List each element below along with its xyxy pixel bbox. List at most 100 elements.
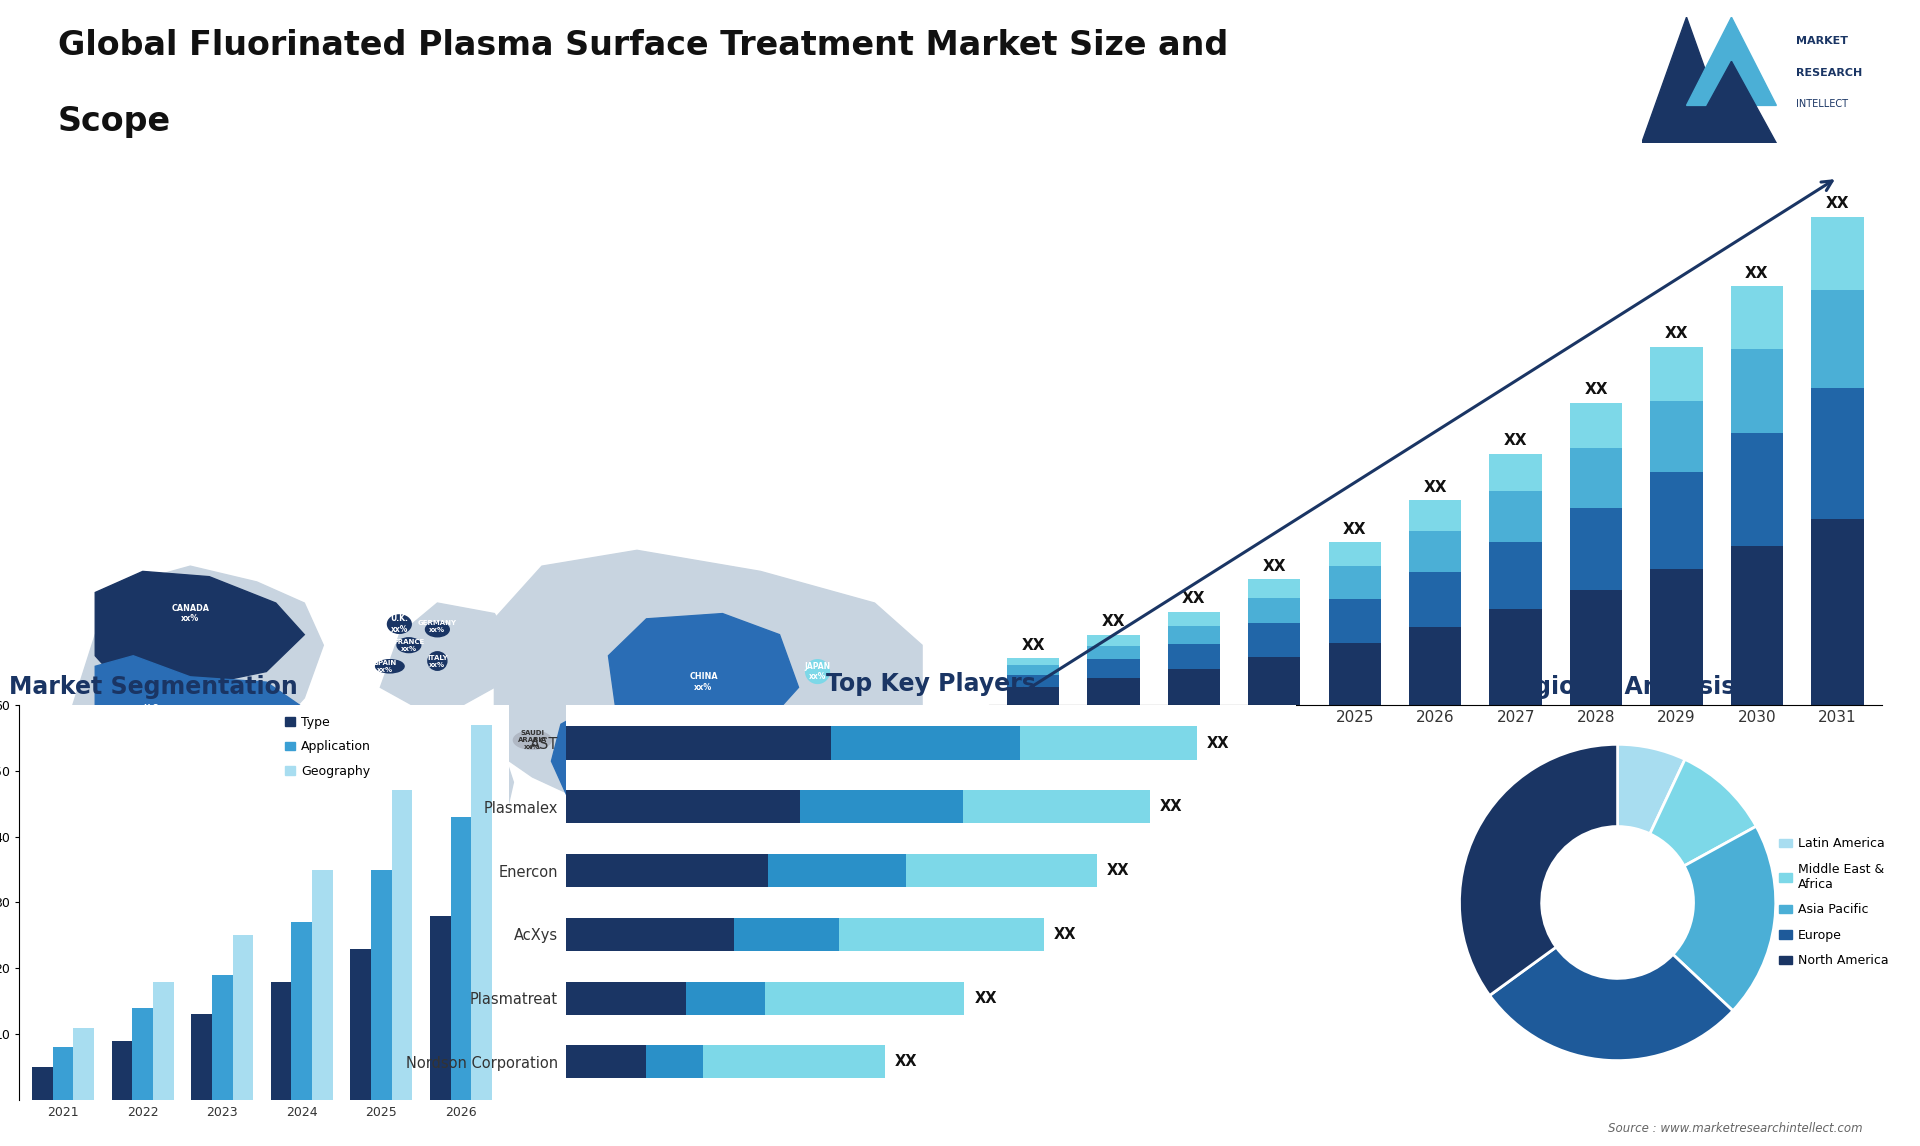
Bar	[645, 1045, 703, 1078]
Bar	[566, 918, 733, 951]
Bar	[1490, 610, 1542, 705]
Bar	[132, 1008, 154, 1100]
Polygon shape	[609, 613, 799, 751]
Bar	[1730, 350, 1784, 433]
Polygon shape	[551, 708, 637, 814]
Text: XX: XX	[1263, 559, 1286, 574]
Bar	[1167, 644, 1219, 669]
Ellipse shape	[397, 638, 420, 652]
Bar	[1409, 501, 1461, 531]
Polygon shape	[380, 708, 513, 929]
Bar	[1409, 531, 1461, 572]
Text: XX: XX	[973, 990, 996, 1006]
Polygon shape	[180, 783, 286, 929]
Bar	[1167, 626, 1219, 644]
Text: Scope: Scope	[58, 105, 171, 139]
Bar	[1651, 568, 1703, 705]
Bar	[271, 981, 292, 1100]
Ellipse shape	[388, 615, 411, 634]
Ellipse shape	[376, 660, 403, 673]
Text: XX: XX	[1108, 863, 1129, 878]
Polygon shape	[67, 566, 323, 793]
Bar	[906, 854, 1096, 887]
Wedge shape	[1490, 947, 1734, 1060]
Legend: Latin America, Middle East &
Africa, Asia Pacific, Europe, North America: Latin America, Middle East & Africa, Asi…	[1774, 832, 1893, 973]
Bar	[768, 854, 906, 887]
Bar	[1329, 643, 1380, 705]
Bar	[73, 1028, 94, 1100]
Bar	[1248, 579, 1300, 598]
Bar	[1329, 542, 1380, 566]
Bar	[566, 791, 801, 823]
Bar	[1248, 598, 1300, 623]
Bar	[1167, 612, 1219, 626]
Bar	[1730, 286, 1784, 350]
Wedge shape	[1617, 745, 1686, 834]
Text: CHINA
xx%: CHINA xx%	[689, 673, 718, 692]
Bar	[1571, 402, 1622, 448]
Text: RESEARCH: RESEARCH	[1797, 68, 1862, 78]
Ellipse shape	[428, 652, 447, 670]
Ellipse shape	[426, 622, 449, 637]
Bar	[1651, 401, 1703, 472]
Polygon shape	[1686, 17, 1776, 105]
Bar	[430, 916, 451, 1100]
Wedge shape	[1672, 826, 1776, 1011]
Text: GERMANY
xx%: GERMANY xx%	[419, 620, 457, 634]
Bar	[1571, 590, 1622, 705]
Polygon shape	[171, 761, 276, 941]
Text: XX: XX	[1206, 736, 1229, 751]
Bar	[111, 1041, 132, 1100]
Ellipse shape	[513, 731, 551, 749]
Bar	[371, 870, 392, 1100]
Text: MEXICO
xx%: MEXICO xx%	[144, 762, 179, 782]
Bar	[211, 975, 232, 1100]
Text: ARGENTINA
xx%: ARGENTINA xx%	[182, 931, 236, 950]
Bar	[451, 817, 472, 1100]
Bar	[1167, 669, 1219, 705]
Text: XX: XX	[1021, 637, 1044, 653]
Text: XX: XX	[1054, 927, 1077, 942]
Text: XX: XX	[895, 1054, 918, 1069]
Polygon shape	[96, 656, 303, 783]
Text: XX: XX	[1423, 480, 1448, 495]
Bar	[1730, 433, 1784, 545]
Text: SOUTH
AFRICA
xx%: SOUTH AFRICA xx%	[422, 888, 451, 909]
Polygon shape	[1686, 62, 1776, 143]
Bar	[1811, 387, 1864, 519]
Text: XX: XX	[1665, 327, 1688, 342]
Bar	[1490, 454, 1542, 492]
Bar	[313, 870, 332, 1100]
Title: Top Key Players: Top Key Players	[826, 672, 1037, 696]
Legend: Type, Application, Geography: Type, Application, Geography	[280, 711, 376, 783]
Bar	[52, 1047, 73, 1100]
Bar	[292, 923, 313, 1100]
Text: Global Fluorinated Plasma Surface Treatment Market Size and: Global Fluorinated Plasma Surface Treatm…	[58, 29, 1229, 62]
Bar	[566, 727, 831, 760]
Bar	[1571, 448, 1622, 509]
Bar	[1020, 727, 1196, 760]
Text: FRANCE
xx%: FRANCE xx%	[394, 638, 424, 652]
Text: U.K.
xx%: U.K. xx%	[390, 614, 409, 634]
Text: INTELLECT: INTELLECT	[1797, 99, 1849, 109]
Ellipse shape	[806, 660, 829, 683]
Text: U.S.
xx%: U.S. xx%	[142, 704, 161, 723]
Bar	[566, 1045, 645, 1078]
Bar	[1409, 627, 1461, 705]
Bar	[1651, 472, 1703, 568]
Bar	[839, 918, 1044, 951]
Text: MARKET: MARKET	[1797, 37, 1849, 46]
Polygon shape	[380, 603, 513, 708]
Bar	[1087, 645, 1140, 659]
Bar	[1730, 545, 1784, 705]
Bar	[1006, 675, 1060, 688]
Bar	[232, 935, 253, 1100]
Bar	[154, 981, 173, 1100]
Bar	[1811, 290, 1864, 387]
Bar	[1006, 666, 1060, 675]
Polygon shape	[1642, 17, 1732, 143]
Bar	[1490, 492, 1542, 542]
Bar	[703, 1045, 885, 1078]
Text: XX: XX	[1160, 799, 1183, 815]
Text: INDIA
xx%: INDIA xx%	[586, 752, 612, 771]
